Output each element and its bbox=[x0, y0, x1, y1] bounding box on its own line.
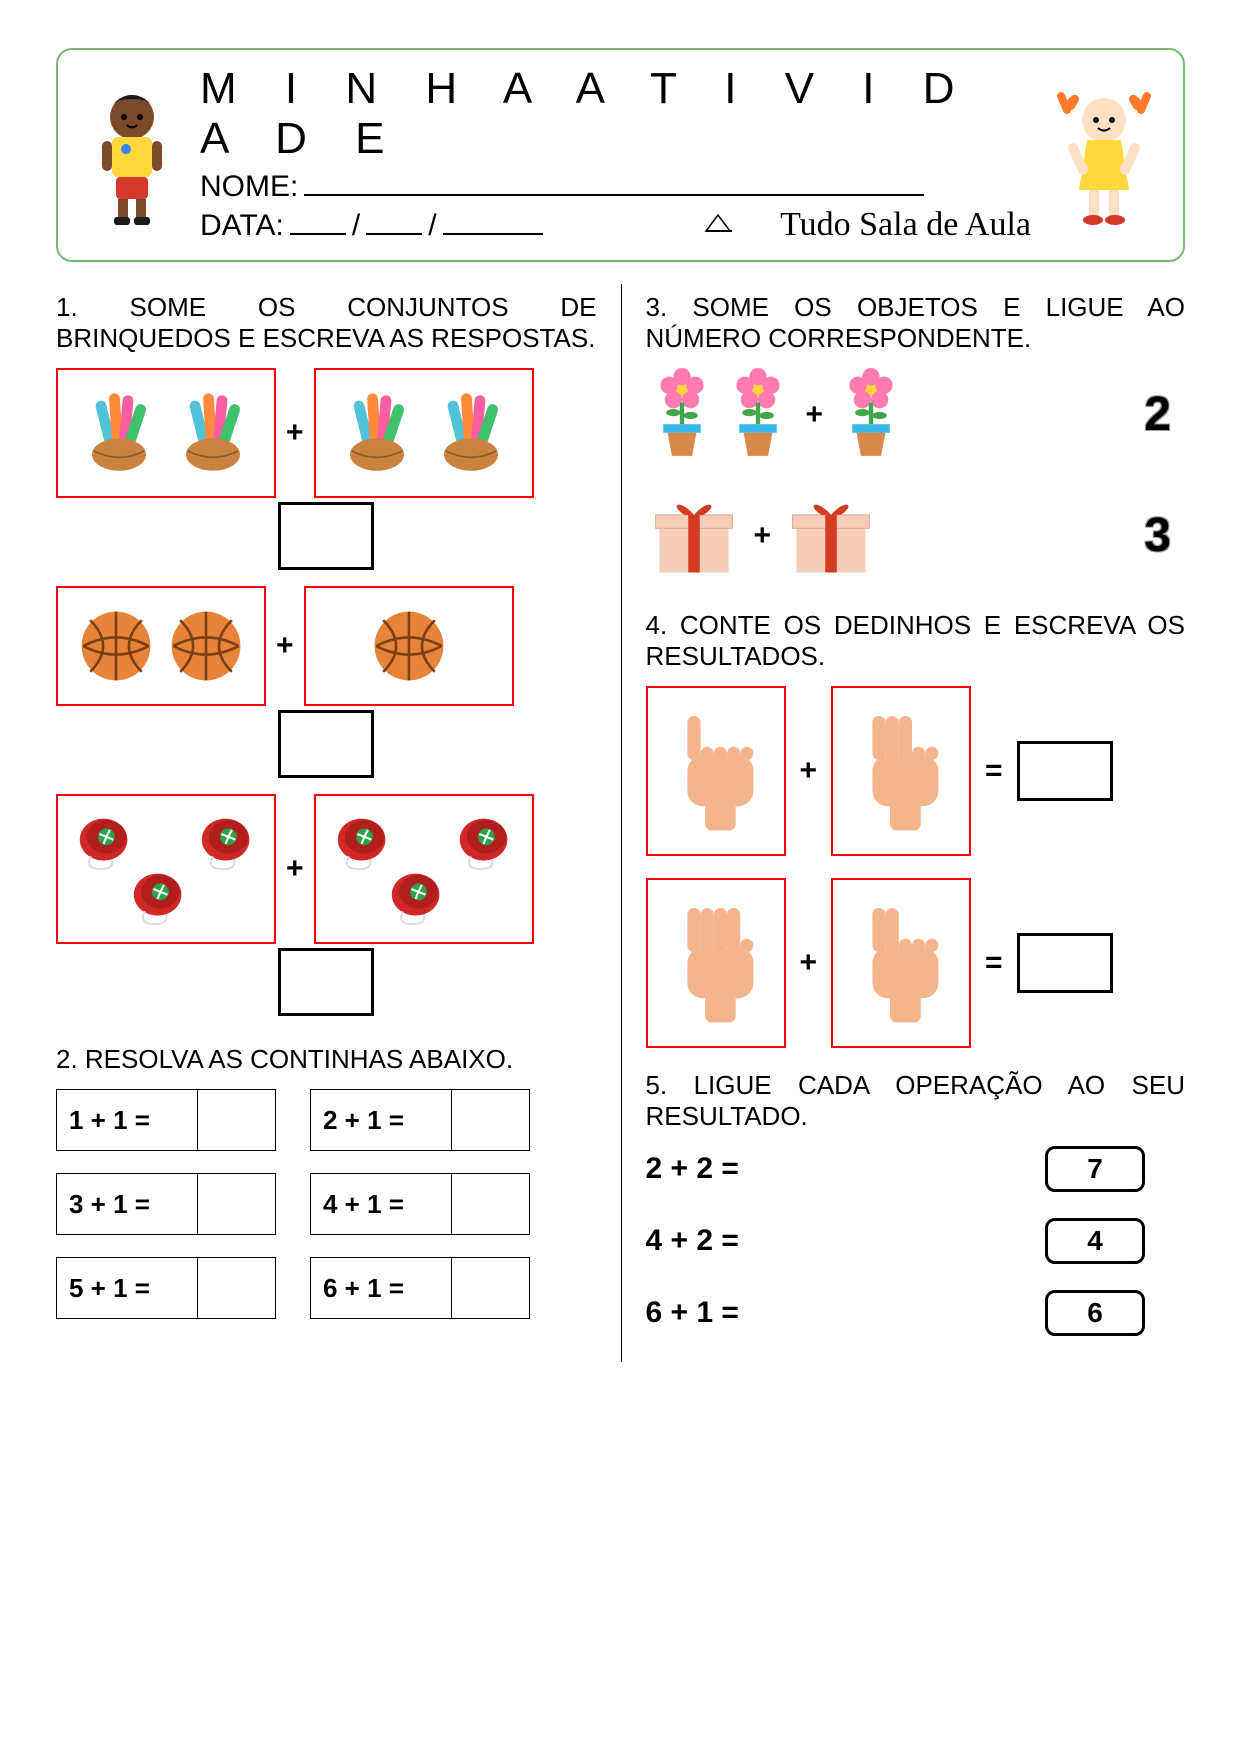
section2-expr: 2 + 1 = bbox=[323, 1105, 404, 1136]
section4-hand-box bbox=[831, 686, 971, 856]
girl-illustration bbox=[1049, 80, 1159, 230]
section2-expr: 3 + 1 = bbox=[69, 1189, 150, 1220]
section2-expr: 4 + 1 = bbox=[323, 1189, 404, 1220]
boy-illustration bbox=[82, 85, 182, 225]
section5-row[interactable]: 4 + 2 = 4 bbox=[646, 1218, 1186, 1264]
section3-prompt: 3. SOME OS OBJETOS E LIGUE AO NÚMERO COR… bbox=[646, 292, 1186, 354]
section2-cell: 2 + 1 = bbox=[310, 1089, 530, 1151]
section5-expr: 2 + 2 = bbox=[646, 1152, 739, 1186]
section1-object-box bbox=[314, 368, 534, 498]
section2-cell: 3 + 1 = bbox=[56, 1173, 276, 1235]
plus-sign: + bbox=[800, 754, 818, 788]
book-icon bbox=[704, 211, 734, 235]
section5-expr: 4 + 2 = bbox=[646, 1224, 739, 1258]
section4-answer-box[interactable] bbox=[1017, 933, 1113, 993]
section2-cell: 5 + 1 = bbox=[56, 1257, 276, 1319]
section1-row: + bbox=[56, 794, 597, 944]
section3-right-group bbox=[783, 488, 879, 584]
header: M I N H A A T I V I D A D E NOME: DATA: … bbox=[56, 48, 1185, 262]
section5-target-box[interactable]: 4 bbox=[1045, 1218, 1145, 1264]
name-label: NOME: bbox=[200, 170, 298, 204]
section3-row[interactable]: + 3 bbox=[646, 488, 1186, 584]
plus-sign: + bbox=[276, 629, 294, 663]
section2-answer-box[interactable] bbox=[451, 1090, 529, 1150]
section2-answer-box[interactable] bbox=[451, 1174, 529, 1234]
section1-row: + bbox=[56, 368, 597, 498]
section1-object-box bbox=[56, 368, 276, 498]
name-blank[interactable] bbox=[304, 170, 924, 196]
section1-object-box bbox=[314, 794, 534, 944]
section3-target-number[interactable]: 3 bbox=[1144, 508, 1185, 563]
date-sep-1: / bbox=[352, 209, 360, 243]
plus-sign: + bbox=[286, 416, 304, 450]
section5-expr: 6 + 1 = bbox=[646, 1296, 739, 1330]
section1-prompt: 1. SOME OS CONJUNTOS DE BRINQUEDOS E ESC… bbox=[56, 292, 597, 354]
date-month-blank[interactable] bbox=[366, 209, 422, 235]
section5-target-box[interactable]: 7 bbox=[1045, 1146, 1145, 1192]
section2-grid: 1 + 1 = 2 + 1 = 3 + 1 = 4 + 1 = 5 + 1 = … bbox=[56, 1089, 597, 1319]
plus-sign: + bbox=[754, 519, 772, 553]
page-title: M I N H A A T I V I D A D E bbox=[200, 64, 1031, 164]
date-year-blank[interactable] bbox=[443, 209, 543, 235]
section2-answer-box[interactable] bbox=[451, 1258, 529, 1318]
date-day-blank[interactable] bbox=[290, 209, 346, 235]
plus-sign: + bbox=[286, 852, 304, 886]
section2-expr: 6 + 1 = bbox=[323, 1273, 404, 1304]
section2-cell: 1 + 1 = bbox=[56, 1089, 276, 1151]
section2-cell: 6 + 1 = bbox=[310, 1257, 530, 1319]
section3-row[interactable]: + 2 bbox=[646, 368, 1186, 462]
section1-answer-box[interactable] bbox=[278, 710, 374, 778]
section3-left-group bbox=[646, 368, 794, 462]
name-line: NOME: bbox=[200, 170, 1031, 204]
date-line: DATA: / / Tudo Sala de Aula bbox=[200, 206, 1031, 244]
section3-target-number[interactable]: 2 bbox=[1144, 387, 1185, 442]
date-sep-2: / bbox=[428, 209, 436, 243]
section5-row[interactable]: 2 + 2 = 7 bbox=[646, 1146, 1186, 1192]
section4-hand-box bbox=[646, 686, 786, 856]
section4-prompt: 4. CONTE OS DEDINHOS E ESCREVA OS RESULT… bbox=[646, 610, 1186, 672]
section1-object-box bbox=[304, 586, 514, 706]
equals-sign: = bbox=[985, 946, 1003, 980]
section4-row: + = bbox=[646, 878, 1186, 1048]
plus-sign: + bbox=[806, 398, 824, 432]
section1-answer-box[interactable] bbox=[278, 502, 374, 570]
brand-text: Tudo Sala de Aula bbox=[780, 206, 1031, 244]
plus-sign: + bbox=[800, 946, 818, 980]
section2-expr: 5 + 1 = bbox=[69, 1273, 150, 1304]
section1-answer-box[interactable] bbox=[278, 948, 374, 1016]
section1-object-box bbox=[56, 586, 266, 706]
section4-row: + = bbox=[646, 686, 1186, 856]
section1-row: + bbox=[56, 586, 597, 706]
section1-object-box bbox=[56, 794, 276, 944]
section3-left-group bbox=[646, 488, 742, 584]
date-label: DATA: bbox=[200, 209, 284, 243]
section5-prompt: 5. LIGUE CADA OPERAÇÃO AO SEU RESULTADO. bbox=[646, 1070, 1186, 1132]
section4-hand-box bbox=[646, 878, 786, 1048]
section3-right-group bbox=[835, 368, 907, 462]
section2-answer-box[interactable] bbox=[197, 1174, 275, 1234]
section2-answer-box[interactable] bbox=[197, 1258, 275, 1318]
section5-row[interactable]: 6 + 1 = 6 bbox=[646, 1290, 1186, 1336]
section5-target-box[interactable]: 6 bbox=[1045, 1290, 1145, 1336]
header-text-block: M I N H A A T I V I D A D E NOME: DATA: … bbox=[200, 64, 1031, 246]
section2-prompt: 2. RESOLVA AS CONTINHAS ABAIXO. bbox=[56, 1044, 597, 1075]
equals-sign: = bbox=[985, 754, 1003, 788]
section4-hand-box bbox=[831, 878, 971, 1048]
section4-answer-box[interactable] bbox=[1017, 741, 1113, 801]
section2-answer-box[interactable] bbox=[197, 1090, 275, 1150]
section2-cell: 4 + 1 = bbox=[310, 1173, 530, 1235]
section2-expr: 1 + 1 = bbox=[69, 1105, 150, 1136]
